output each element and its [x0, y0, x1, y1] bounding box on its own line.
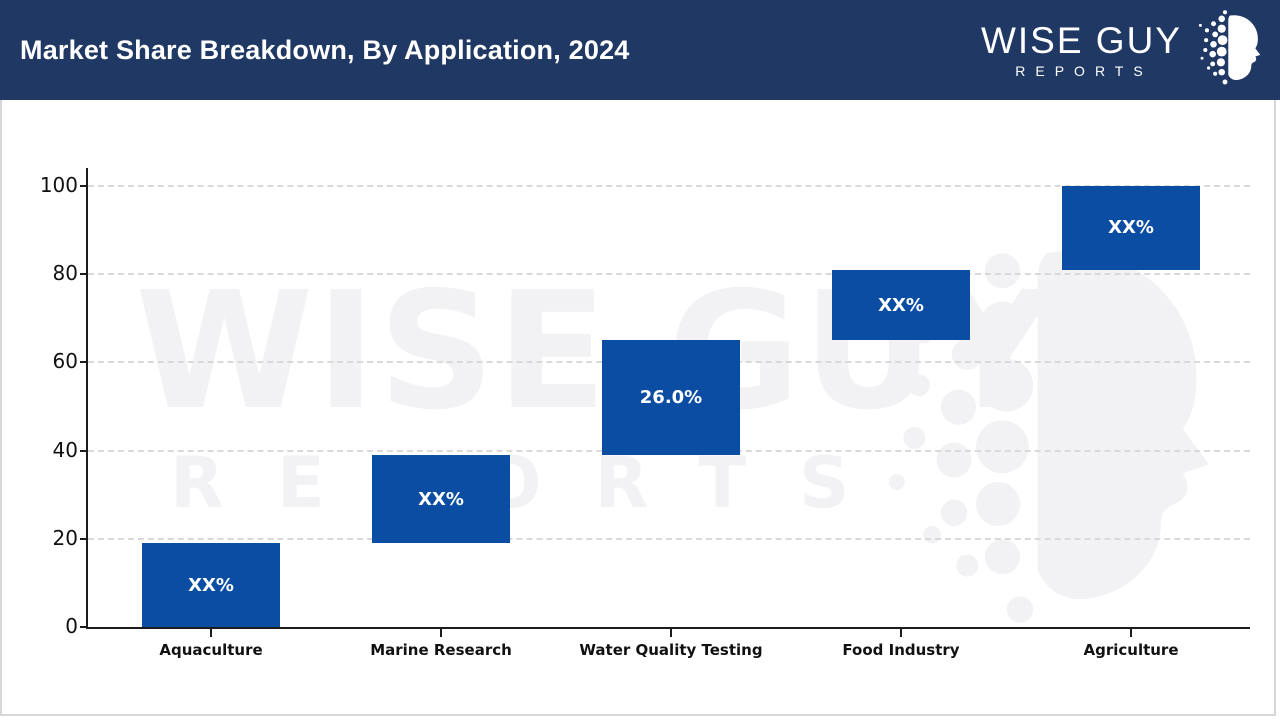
x-tickmark-1	[440, 629, 442, 637]
bar-value-label: XX%	[188, 574, 234, 596]
y-tick-label-80: 80	[52, 261, 78, 286]
x-axis-spine	[86, 627, 1250, 629]
bar-value-label: XX%	[418, 488, 464, 510]
y-tickmark-100	[80, 185, 88, 187]
bar-agriculture: XX%	[1062, 186, 1200, 270]
x-tickmark-2	[670, 629, 672, 637]
logo-face-icon	[1198, 10, 1261, 85]
gridline-20	[88, 537, 1250, 540]
x-tickmark-0	[210, 629, 212, 637]
page-title: Market Share Breakdown, By Application, …	[20, 34, 630, 65]
header: Market Share Breakdown, By Application, …	[0, 0, 1280, 100]
bar-value-label: 26.0%	[639, 387, 703, 409]
y-tick-label-40: 40	[52, 437, 78, 462]
y-tickmark-20	[80, 537, 88, 540]
y-tick-label-20: 20	[52, 525, 78, 550]
y-tick-label-60: 60	[52, 349, 78, 374]
x-tick-label-2: Water Quality Testing	[579, 641, 763, 659]
bar-marine-research: XX%	[372, 455, 510, 544]
x-tick-label-0: Aquaculture	[159, 641, 263, 659]
x-tick-label-3: Food Industry	[842, 641, 960, 659]
x-tick-label-1: Marine Research	[370, 641, 512, 659]
y-tick-label-100: 100	[39, 173, 78, 197]
bar-value-label: XX%	[1108, 217, 1154, 239]
bar-food-industry: XX%	[832, 269, 970, 341]
logo-subtitle: REPORTS	[1015, 62, 1153, 79]
gridline-100	[88, 185, 1250, 187]
bar-aquaculture: XX%	[142, 543, 280, 627]
x-tickmark-4	[1130, 629, 1132, 637]
gridline-80	[88, 273, 1250, 276]
y-axis-spine	[86, 168, 88, 629]
x-tickmark-3	[900, 629, 902, 637]
bar-value-label: XX%	[878, 294, 924, 316]
bar-water-quality-testing: 26.0%	[602, 340, 740, 455]
y-tickmark-80	[80, 273, 88, 276]
logo-wordmark: WISE GUY	[980, 19, 1182, 61]
y-tickmark-40	[80, 449, 88, 452]
y-tickmark-60	[80, 361, 88, 364]
x-tick-label-4: Agriculture	[1083, 641, 1179, 659]
y-tick-label-0: 0	[65, 614, 78, 638]
logo-text: WISE GUY REPORTS	[981, 22, 1182, 79]
logo: WISE GUY REPORTS	[981, 9, 1266, 91]
y-tickmark-0	[80, 626, 88, 628]
